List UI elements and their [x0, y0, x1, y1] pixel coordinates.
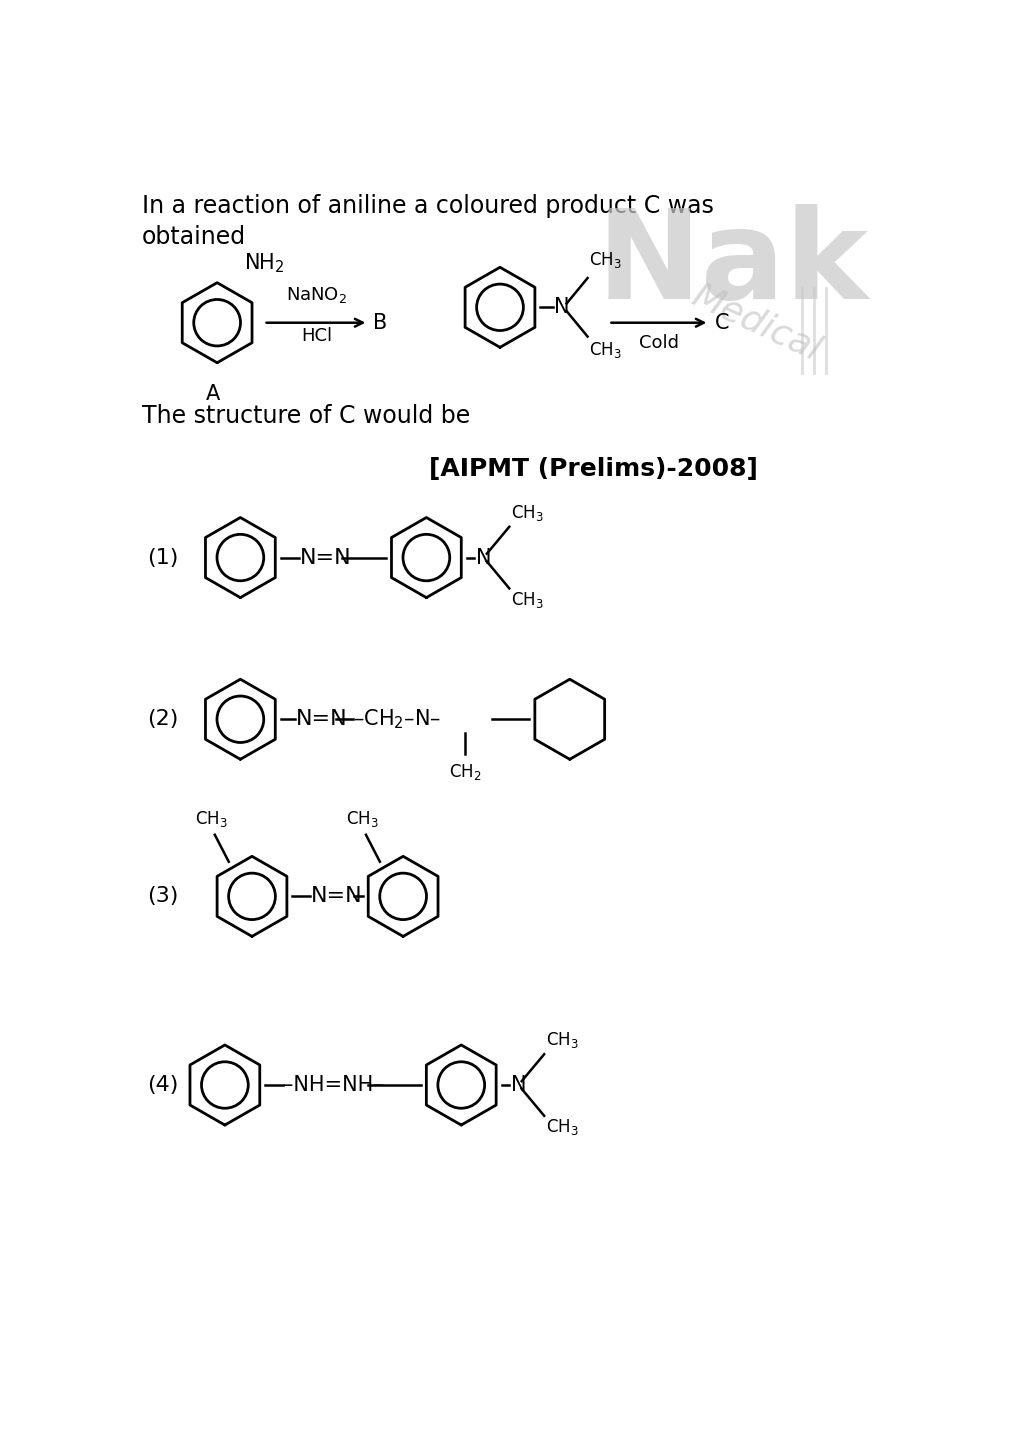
Text: (2): (2) — [147, 709, 179, 729]
Text: N=N: N=N — [311, 886, 362, 906]
Text: N=N: N=N — [295, 709, 347, 729]
Text: NaNO$_2$: NaNO$_2$ — [286, 285, 347, 305]
Text: N: N — [476, 548, 492, 568]
Text: Medical: Medical — [686, 278, 825, 367]
Text: A: A — [206, 384, 220, 404]
Text: Cold: Cold — [639, 334, 679, 352]
Text: The structure of C would be: The structure of C would be — [142, 404, 470, 427]
Text: CH$_3$: CH$_3$ — [511, 503, 544, 523]
Text: Nak: Nak — [596, 204, 868, 325]
Text: C: C — [715, 312, 729, 332]
Text: CH$_3$: CH$_3$ — [546, 1117, 579, 1137]
Text: CH$_3$: CH$_3$ — [589, 250, 622, 270]
Text: N: N — [511, 1076, 526, 1094]
Text: –NH=NH–: –NH=NH– — [283, 1076, 384, 1094]
Text: (3): (3) — [147, 886, 179, 906]
Text: CH$_2$: CH$_2$ — [449, 762, 481, 782]
Text: –CH$_2$–N–: –CH$_2$–N– — [352, 707, 441, 731]
Text: B: B — [373, 312, 387, 332]
Text: HCl: HCl — [301, 326, 332, 345]
Text: CH$_3$: CH$_3$ — [346, 808, 379, 828]
Text: CH$_3$: CH$_3$ — [546, 1031, 579, 1050]
Text: [AIPMT (Prelims)-2008]: [AIPMT (Prelims)-2008] — [429, 457, 758, 482]
Text: NH$_2$: NH$_2$ — [245, 252, 285, 275]
Text: (4): (4) — [147, 1076, 179, 1094]
Text: (1): (1) — [147, 548, 179, 568]
Text: CH$_3$: CH$_3$ — [511, 590, 544, 610]
Text: N=N: N=N — [300, 548, 351, 568]
Text: CH$_3$: CH$_3$ — [589, 339, 622, 360]
Text: CH$_3$: CH$_3$ — [196, 808, 228, 828]
Text: In a reaction of aniline a coloured product C was: In a reaction of aniline a coloured prod… — [142, 194, 714, 219]
Text: obtained: obtained — [142, 224, 246, 249]
Text: N: N — [554, 298, 569, 318]
